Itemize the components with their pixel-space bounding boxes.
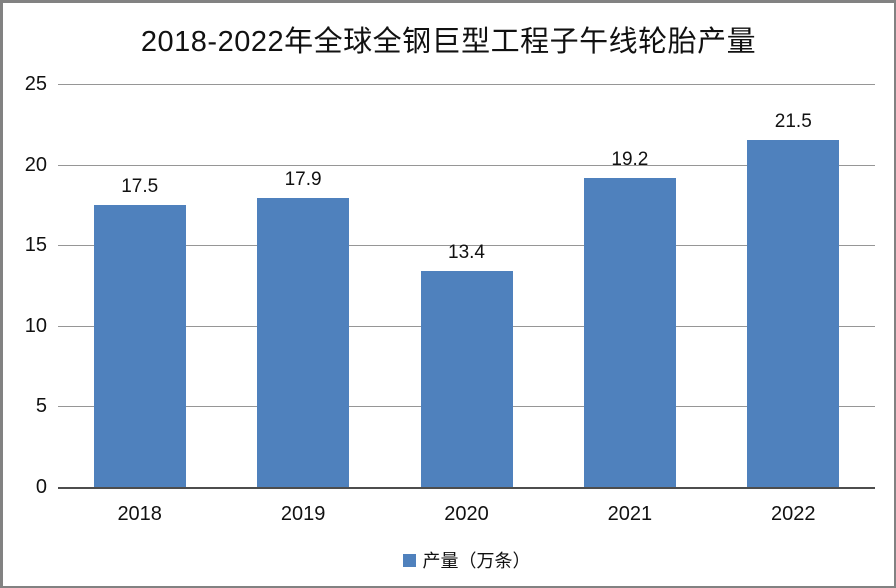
data-label-2018: 17.5 — [121, 175, 159, 197]
gridline-y20 — [58, 164, 875, 166]
gridline-y15 — [58, 245, 875, 247]
plot-area: 17.5 17.9 13.4 19.2 21.5 — [58, 84, 875, 489]
y-tick-label: 0 — [35, 476, 47, 498]
gridline-y25 — [58, 84, 875, 85]
legend-label: 产量（万条） — [422, 551, 531, 571]
y-tick-label: 10 — [24, 314, 47, 337]
x-tick-label-2022: 2022 — [771, 503, 816, 525]
bar-2021 — [583, 177, 676, 487]
legend: 产量（万条） — [58, 547, 875, 573]
x-tick-label-2021: 2021 — [607, 503, 653, 525]
data-label-2021: 19.2 — [611, 148, 649, 170]
x-tick-label-2019: 2019 — [280, 503, 326, 525]
bar-2018 — [93, 204, 186, 487]
y-tick-label: 25 — [24, 73, 47, 95]
x-tick-label-2018: 2018 — [117, 503, 162, 525]
y-tick-label: 5 — [35, 395, 47, 418]
bar-2019 — [257, 198, 350, 487]
legend-marker-icon — [402, 553, 416, 567]
x-tick-label-2020: 2020 — [444, 503, 489, 525]
y-tick-label: 20 — [24, 153, 47, 176]
chart-title: 2018-2022年全球全钢巨型工程子午线轮胎产量 — [140, 26, 757, 58]
y-tick-label: 15 — [24, 234, 47, 257]
bar-2020 — [420, 271, 513, 487]
data-label-2020: 13.4 — [448, 242, 485, 263]
bar-2022 — [747, 140, 840, 487]
data-label-2019: 17.9 — [284, 169, 322, 191]
data-label-2022: 21.5 — [774, 111, 812, 133]
